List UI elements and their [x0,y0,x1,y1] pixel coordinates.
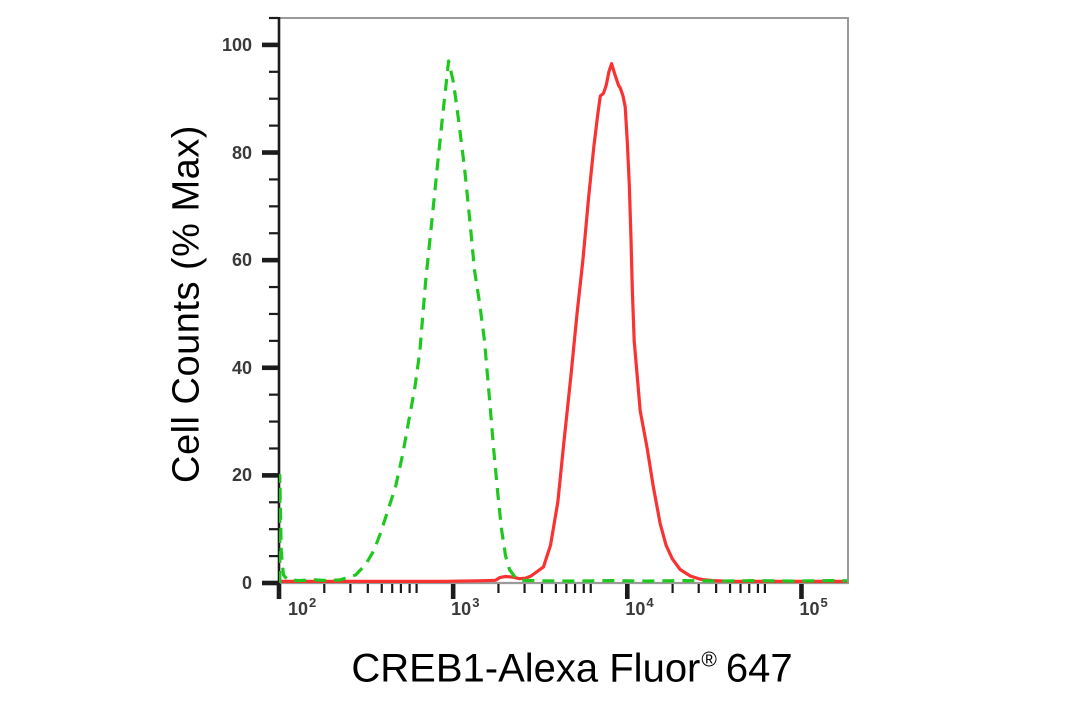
solid-red-curve [279,62,848,583]
x-tick-label: 102 [288,595,317,623]
y-tick-label: 0 [241,573,252,593]
x-axis-title: CREB1-Alexa Fluor® 647 [351,647,792,692]
x-tick-label: 104 [625,595,654,623]
registered-trademark-symbol: ® [701,648,717,672]
y-tick-label: 80 [231,142,252,163]
x-tick-label-exponent: 5 [820,595,828,610]
y-tick-label: 100 [221,34,252,55]
y-tick-label: 60 [231,250,252,271]
x-tick-label-base: 10 [625,599,646,619]
x-tick-label-base: 10 [799,599,820,619]
x-tick-label-exponent: 4 [646,595,654,610]
y-tick-label: 40 [231,357,252,378]
y-tick-label: 20 [231,465,252,486]
y-axis-title: Cell Counts (% Max) [166,125,209,483]
x-tick-label: 105 [799,595,828,623]
x-axis-title-number: 647 [725,646,793,691]
x-tick-label-base: 10 [451,599,472,619]
x-tick-label-exponent: 2 [309,595,317,610]
x-tick-label-exponent: 3 [472,595,480,610]
x-tick-label: 103 [451,595,480,623]
y-axis-title-text: Cell Counts (% Max) [165,125,208,483]
dashed-green-curve [279,59,848,583]
x-tick-label-base: 10 [288,599,309,619]
x-axis-title-main: CREB1-Alexa Fluor [351,646,701,691]
